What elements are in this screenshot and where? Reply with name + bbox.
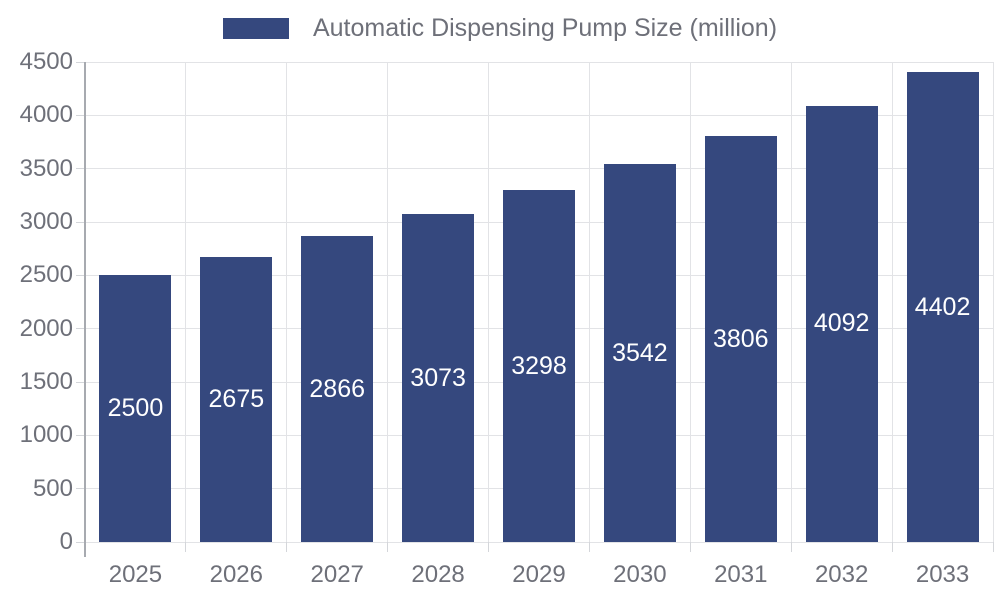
y-axis-tick (76, 434, 85, 436)
x-tick-label: 2032 (814, 561, 869, 588)
x-tick-label: 2031 (714, 561, 768, 588)
bar[interactable]: 3806 (704, 136, 777, 542)
bar-value-label: 3298 (511, 351, 567, 380)
x-axis-tick (689, 542, 691, 552)
legend[interactable]: Automatic Dispensing Pump Size (million) (0, 14, 1000, 43)
x-tick-label: 2029 (512, 561, 566, 588)
bar-value-label: 3806 (712, 324, 769, 353)
x-axis-tick (790, 542, 792, 552)
bar[interactable]: 3298 (503, 190, 575, 542)
y-tick-label: 1500 (19, 368, 73, 395)
bar-value-label: 3073 (410, 363, 466, 392)
y-tick-label: 1000 (19, 421, 73, 449)
y-tick-label: 2500 (19, 261, 73, 289)
gridline-vertical (689, 62, 691, 542)
gridline-horizontal (85, 114, 993, 116)
bar[interactable]: 2866 (301, 236, 374, 542)
x-axis-tick (185, 542, 187, 552)
y-axis-line (84, 62, 86, 557)
gridline-vertical (387, 62, 389, 542)
gridline-vertical (488, 62, 490, 542)
gridline-vertical (588, 62, 590, 542)
y-tick-label: 500 (32, 474, 73, 502)
x-tick-label: 2028 (411, 561, 465, 588)
x-tick-label: 2030 (613, 561, 667, 588)
bar[interactable]: 2500 (99, 275, 172, 542)
x-axis-tick (488, 542, 490, 552)
gridline-vertical (185, 62, 187, 542)
gridline-vertical (891, 62, 893, 542)
gridline-horizontal (85, 168, 993, 170)
x-tick-label: 2033 (915, 561, 970, 588)
y-tick-label: 0 (59, 528, 73, 555)
x-axis-tick (992, 542, 994, 552)
y-tick-label: 3500 (19, 154, 73, 182)
y-axis-tick (76, 168, 85, 170)
x-tick-label: 2025 (108, 561, 163, 588)
x-axis-tick (286, 542, 288, 552)
y-axis-tick (76, 61, 85, 63)
gridline-vertical (790, 62, 792, 542)
y-axis-tick (76, 328, 85, 330)
y-axis-tick (76, 114, 85, 116)
y-axis-tick (76, 221, 85, 223)
bar-value-label: 2675 (208, 384, 265, 413)
x-axis-tick (588, 542, 590, 552)
y-tick-label: 2000 (19, 314, 73, 342)
bar-value-label: 3542 (612, 338, 668, 367)
gridline-horizontal (85, 61, 993, 63)
y-axis-tick (76, 488, 85, 490)
gridline-vertical (286, 62, 288, 542)
bar-value-label: 2866 (309, 374, 366, 403)
x-tick-label: 2027 (310, 561, 364, 588)
bar[interactable]: 3542 (603, 164, 676, 542)
y-axis-tick (76, 381, 85, 383)
bar[interactable]: 4402 (906, 72, 979, 542)
bar-value-label: 4402 (914, 292, 971, 321)
y-tick-label: 4500 (19, 48, 73, 75)
y-tick-label: 4000 (19, 101, 73, 129)
gridline-vertical (992, 62, 994, 542)
legend-label: Automatic Dispensing Pump Size (million) (312, 14, 778, 42)
bar[interactable]: 3073 (402, 214, 475, 542)
bar-value-label: 4092 (813, 309, 870, 338)
x-tick-label: 2026 (209, 561, 263, 588)
bar[interactable]: 4092 (805, 105, 878, 542)
y-tick-label: 3000 (19, 208, 73, 235)
gridline-horizontal (85, 541, 993, 543)
x-axis-tick (387, 542, 389, 552)
bar[interactable]: 2675 (200, 256, 273, 542)
y-axis-tick (76, 541, 85, 543)
legend-swatch[interactable] (222, 18, 289, 39)
y-axis-tick (76, 274, 85, 276)
bar-value-label: 2500 (107, 394, 164, 423)
x-axis-tick (891, 542, 893, 552)
